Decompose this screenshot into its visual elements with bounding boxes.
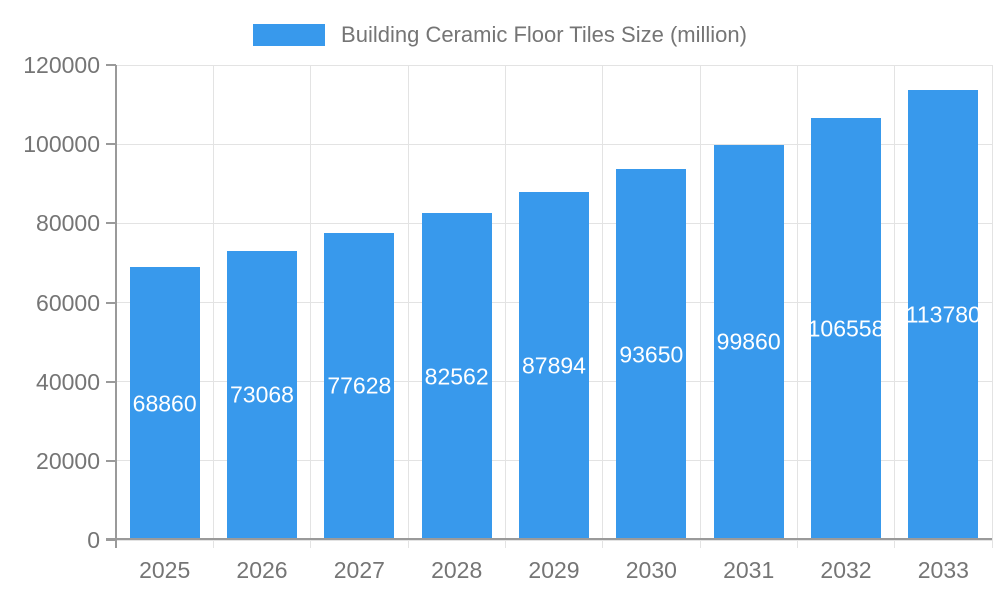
x-axis-label: 2030 [625, 557, 677, 583]
bar[interactable]: 106558 [810, 118, 882, 540]
v-gridline [310, 65, 312, 548]
y-axis-label: 60000 [36, 289, 100, 316]
bar-value-label: 77628 [327, 372, 392, 399]
bar-value-label: 68860 [132, 390, 197, 417]
bar-value-label: 82562 [424, 363, 489, 390]
v-gridline [991, 65, 993, 548]
x-axis-label: 2029 [528, 557, 580, 583]
bar[interactable]: 99860 [713, 144, 784, 540]
y-axis-label: 40000 [36, 368, 100, 395]
bar-value-label: 106558 [810, 315, 882, 342]
h-gridline [116, 539, 992, 541]
y-tick [106, 539, 116, 541]
bar-value-label: 93650 [619, 341, 684, 368]
v-gridline [796, 65, 798, 548]
x-axis-label: 2031 [723, 557, 775, 583]
bar[interactable]: 93650 [616, 169, 687, 540]
v-gridline [407, 65, 409, 548]
bar[interactable]: 87894 [518, 192, 590, 540]
y-axis-line [115, 65, 117, 548]
bar[interactable]: 113780 [908, 89, 979, 540]
y-axis-label: 120000 [23, 52, 100, 78]
h-gridline [116, 64, 992, 66]
x-axis-label: 2033 [917, 557, 969, 583]
legend[interactable]: Building Ceramic Floor Tiles Size (milli… [0, 22, 1000, 48]
x-axis-label: 2025 [139, 557, 191, 583]
bar-value-label: 113780 [908, 301, 979, 328]
v-gridline [699, 65, 701, 548]
legend-label: Building Ceramic Floor Tiles Size (milli… [341, 22, 747, 47]
x-axis-label: 2026 [236, 557, 288, 583]
bar[interactable]: 82562 [421, 213, 492, 540]
y-tick [106, 143, 116, 146]
y-tick [106, 222, 116, 225]
v-gridline [894, 65, 896, 548]
y-tick [106, 301, 116, 304]
bar-value-label: 87894 [522, 352, 586, 379]
x-axis-label: 2027 [333, 557, 385, 583]
h-gridline [116, 143, 992, 145]
legend-swatch [253, 24, 326, 46]
y-axis-label: 100000 [23, 131, 100, 158]
plot-area: 0 20000 40000 60000 80000 100000 120000 68860 20… [23, 52, 993, 583]
bar-value-label: 99860 [716, 328, 781, 355]
y-axis-label: 0 [87, 527, 100, 553]
bar[interactable]: 77628 [324, 232, 395, 540]
x-axis-label: 2032 [820, 557, 872, 583]
x-axis-label: 2028 [431, 557, 483, 583]
v-gridline [504, 65, 506, 548]
bar[interactable]: 68860 [129, 267, 200, 540]
y-axis-label: 20000 [36, 447, 100, 474]
bar-value-label: 73068 [230, 381, 294, 408]
y-tick [106, 459, 116, 462]
v-gridline [602, 65, 604, 548]
y-tick [106, 64, 116, 66]
bar[interactable]: 73068 [226, 250, 298, 540]
v-gridline [212, 65, 214, 548]
y-axis-label: 80000 [36, 210, 100, 237]
x-axis-line [106, 538, 992, 540]
y-tick [106, 380, 116, 383]
